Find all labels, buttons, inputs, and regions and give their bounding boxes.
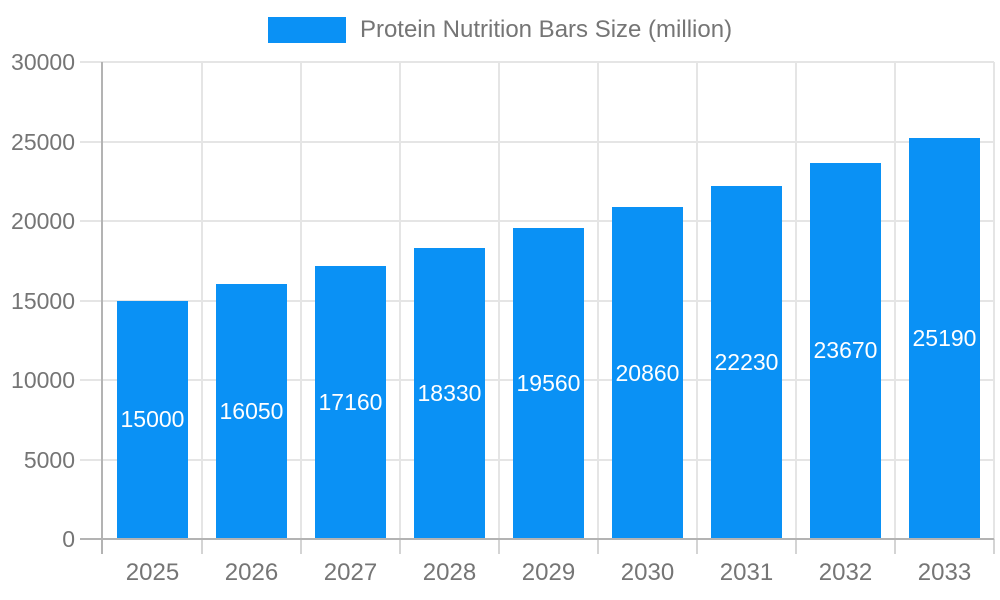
y-tick-label: 25000 [11,128,75,155]
legend-swatch [267,17,346,43]
v-gridline [201,62,203,539]
bar: 17160 [315,266,386,539]
x-tick-label: 2027 [323,559,378,586]
bar-value-label: 15000 [120,406,185,433]
y-tick-label: 30000 [11,49,75,75]
y-tick-label: 5000 [23,446,75,473]
y-tick-label: 20000 [11,208,75,234]
bar-value-label: 23670 [813,337,878,364]
x-tick-mark [795,539,797,554]
bar-value-label: 25190 [912,325,977,352]
y-tick-label: 15000 [11,287,75,314]
v-gridline [597,62,599,539]
bar: 19560 [513,227,584,539]
chart-legend[interactable]: Protein Nutrition Bars Size (million) [0,17,1000,43]
x-tick-mark [597,539,599,554]
x-tick-label: 2031 [719,559,774,586]
x-tick-mark [498,539,500,554]
legend-label: Protein Nutrition Bars Size (million) [359,16,733,43]
bar: 22230 [711,185,782,539]
bar: 20860 [612,207,683,539]
x-tick-mark [894,539,896,554]
v-gridline [795,62,797,539]
v-gridline [300,62,302,539]
y-tick-label: 10000 [11,367,75,393]
bar-value-label: 19560 [516,369,581,396]
x-tick-mark [300,539,302,554]
bar-value-label: 18330 [417,379,482,406]
bar-value-label: 17160 [318,389,383,416]
bar-value-label: 20860 [615,359,680,386]
v-gridline [993,62,995,539]
x-tick-label: 2026 [224,559,279,586]
v-gridline [399,62,401,539]
h-gridline [80,61,994,63]
bar: 23670 [810,162,881,539]
h-gridline [80,140,994,143]
x-tick-label: 2032 [818,559,873,586]
x-tick-label: 2025 [125,559,180,586]
bar-value-label: 16050 [219,397,284,424]
x-axis-line [80,538,994,540]
bar-value-label: 22230 [714,348,779,375]
bar: 18330 [414,247,485,539]
x-tick-mark [993,539,995,554]
y-axis-line [101,62,103,554]
x-tick-label: 2030 [620,559,675,586]
v-gridline [894,62,896,539]
x-tick-label: 2033 [917,559,972,586]
v-gridline [498,62,500,539]
x-tick-mark [201,539,203,554]
h-gridline [80,220,994,222]
x-tick-mark [399,539,401,554]
bar: 15000 [117,300,188,539]
bar: 16050 [216,283,287,539]
y-tick-label: 0 [62,526,75,552]
x-tick-label: 2028 [422,559,477,586]
v-gridline [696,62,698,539]
x-tick-mark [696,539,698,554]
bar: 25190 [909,138,980,539]
x-tick-label: 2029 [521,559,576,586]
